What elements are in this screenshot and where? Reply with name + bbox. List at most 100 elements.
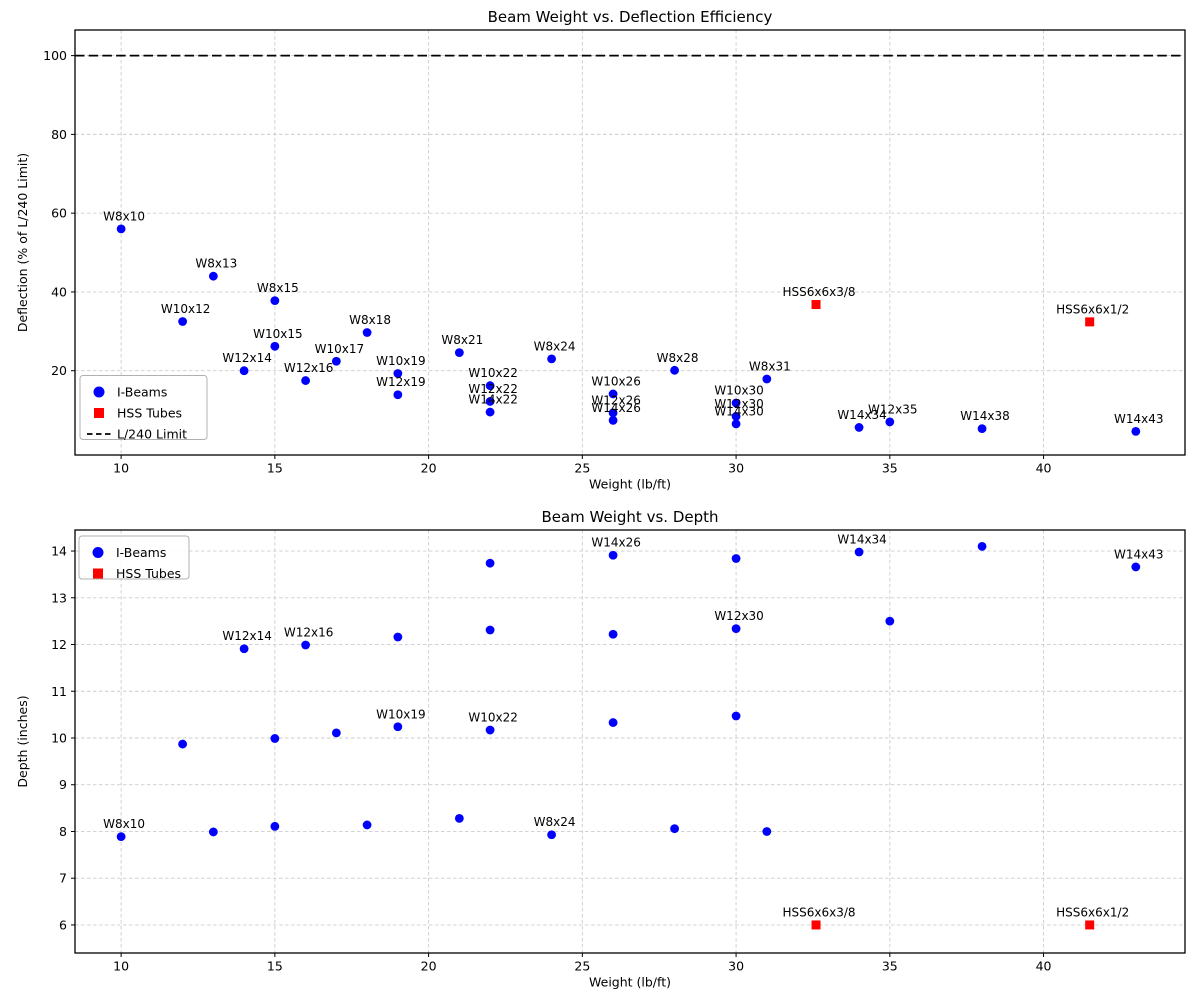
data-point-W8x21 — [454, 813, 464, 823]
data-point-W8x10 — [116, 224, 126, 234]
x-tick-label: 25 — [574, 959, 590, 974]
point-label-W12x35: W12x35 — [868, 402, 918, 416]
data-point-W12x30 — [731, 624, 741, 634]
data-point-W8x31 — [762, 374, 772, 384]
point-label-W10x22: W10x22 — [468, 711, 518, 725]
point-label-W14x22: W14x22 — [468, 393, 518, 407]
point-label-HSS6x6x1/2: HSS6x6x1/2 — [1056, 302, 1129, 316]
y-axis: 6 7 8 9 10 11 12 13 14 — [51, 544, 75, 932]
data-point-W10x26 — [608, 389, 618, 399]
data-point-W14x43 — [1131, 562, 1141, 572]
data-point-W12x16 — [301, 640, 311, 650]
point-label-W14x26: W14x26 — [591, 401, 641, 415]
plot-frame — [74, 529, 1186, 954]
x-tick-label: 15 — [267, 461, 283, 476]
x-tick-label: 15 — [267, 959, 283, 974]
deflection-chart: 10 15 20 25 30 35 40 20 40 60 80 100 Beam Weight vs.… — [15, 8, 1186, 492]
data-point-W8x13 — [208, 271, 218, 281]
data-point-W14x30 — [731, 554, 741, 563]
point-label-W10x22: W10x22 — [468, 366, 518, 380]
point-label-W8x15: W8x15 — [257, 281, 299, 295]
gridlines — [75, 530, 1185, 953]
point-label-W10x19: W10x19 — [376, 707, 426, 721]
point-label-W8x18: W8x18 — [349, 313, 391, 327]
x-tick-label: 20 — [421, 461, 437, 476]
data-point-W10x26 — [608, 718, 618, 727]
data-point-W12x22 — [485, 625, 495, 635]
data-point-W10x19 — [393, 722, 403, 732]
legend-label: I-Beams — [117, 385, 167, 400]
y-tick-label: 9 — [59, 777, 67, 792]
y-tick-label: 14 — [51, 544, 67, 559]
data-point-W8x10 — [116, 832, 126, 842]
data-point-W10x22 — [485, 381, 495, 391]
data-point-W14x22 — [485, 407, 495, 417]
point-label-W12x26: W12x26 — [591, 393, 641, 407]
point-label-HSS6x6x3/8: HSS6x6x3/8 — [783, 285, 856, 299]
point-label-W14x34: W14x34 — [837, 408, 887, 422]
legend-label: L/240 Limit — [117, 427, 187, 442]
x-tick-label: 35 — [882, 959, 898, 974]
y-tick-label: 100 — [43, 48, 67, 63]
legend-label: HSS Tubes — [117, 406, 182, 421]
series-i-beams: W8x10 W12x14 W12x16 W10x19 W10x22 W8x24 W14x26… — [103, 532, 1164, 842]
data-point-W14x30 — [731, 419, 741, 429]
x-axis: 10 15 20 25 30 35 40 — [113, 455, 1052, 476]
point-label-W12x14: W12x14 — [222, 351, 272, 365]
y-tick-label: 80 — [51, 127, 67, 142]
x-tick-label: 35 — [882, 461, 898, 476]
data-point-W14x43 — [1131, 426, 1141, 436]
data-point-W10x15 — [270, 734, 280, 743]
data-point-W10x19 — [393, 369, 403, 378]
x-axis-label: Weight (lb/ft) — [589, 477, 671, 492]
data-point-W12x14 — [239, 366, 249, 376]
point-label-W10x30: W10x30 — [714, 384, 764, 398]
y-tick-label: 12 — [51, 637, 67, 652]
legend-label: HSS Tubes — [116, 566, 181, 581]
legend-square-marker — [94, 408, 104, 418]
data-point-W14x34 — [854, 423, 864, 432]
data-point-W8x24 — [547, 354, 556, 364]
data-point-W14x22 — [485, 558, 495, 568]
data-point-W12x16 — [301, 376, 311, 385]
y-tick-label: 11 — [51, 684, 67, 699]
x-tick-label: 10 — [113, 461, 129, 476]
point-label-W14x34: W14x34 — [837, 532, 887, 546]
x-tick-label: 30 — [728, 959, 744, 974]
point-label-HSS6x6x3/8: HSS6x6x3/8 — [783, 905, 856, 919]
y-tick-label: 7 — [59, 871, 67, 886]
legend-box — [78, 535, 190, 580]
data-point-W8x28 — [670, 365, 679, 375]
data-point-W12x19 — [393, 632, 403, 642]
series-i-beams: W8x10 W10x12 W8x13 W12x14 W8x15 W10x15 W12x16 W… — [103, 209, 1164, 436]
data-point-W12x19 — [393, 390, 403, 400]
data-point-W8x21 — [454, 348, 464, 357]
point-label-W14x43: W14x43 — [1114, 547, 1164, 561]
legend: I-Beams HSS Tubes — [78, 535, 190, 581]
data-point-W14x38 — [977, 424, 987, 434]
point-label-W8x31: W8x31 — [749, 359, 791, 373]
y-axis-label: Deflection (% of L/240 Limit) — [15, 153, 30, 332]
data-point-W12x14 — [239, 644, 249, 654]
point-label-W8x24: W8x24 — [534, 815, 576, 829]
point-label-W12x19: W12x19 — [376, 375, 426, 389]
point-label-W14x26: W14x26 — [591, 536, 641, 550]
x-tick-label: 40 — [1036, 959, 1052, 974]
point-label-W10x15: W10x15 — [253, 327, 303, 341]
point-label-W10x26: W10x26 — [591, 374, 641, 388]
x-axis: 10 15 20 25 30 35 40 — [113, 953, 1052, 974]
series-hss-tubes: HSS6x6x3/8 HSS6x6x1/2 — [783, 905, 1129, 930]
point-label-W10x12: W10x12 — [161, 302, 211, 316]
y-tick-label: 60 — [51, 206, 67, 221]
data-point-W10x22 — [485, 725, 495, 735]
x-tick-label: 20 — [421, 959, 437, 974]
point-label-W10x17: W10x17 — [315, 342, 365, 356]
x-tick-label: 25 — [574, 461, 590, 476]
series-hss-tubes: HSS6x6x3/8 HSS6x6x1/2 — [783, 285, 1129, 327]
y-tick-label: 6 — [59, 917, 67, 932]
data-point-HSS6x6x3/8 — [811, 920, 821, 930]
data-point-W10x30 — [731, 711, 741, 721]
data-point-W10x15 — [270, 341, 280, 351]
data-point-W10x12 — [178, 739, 188, 749]
